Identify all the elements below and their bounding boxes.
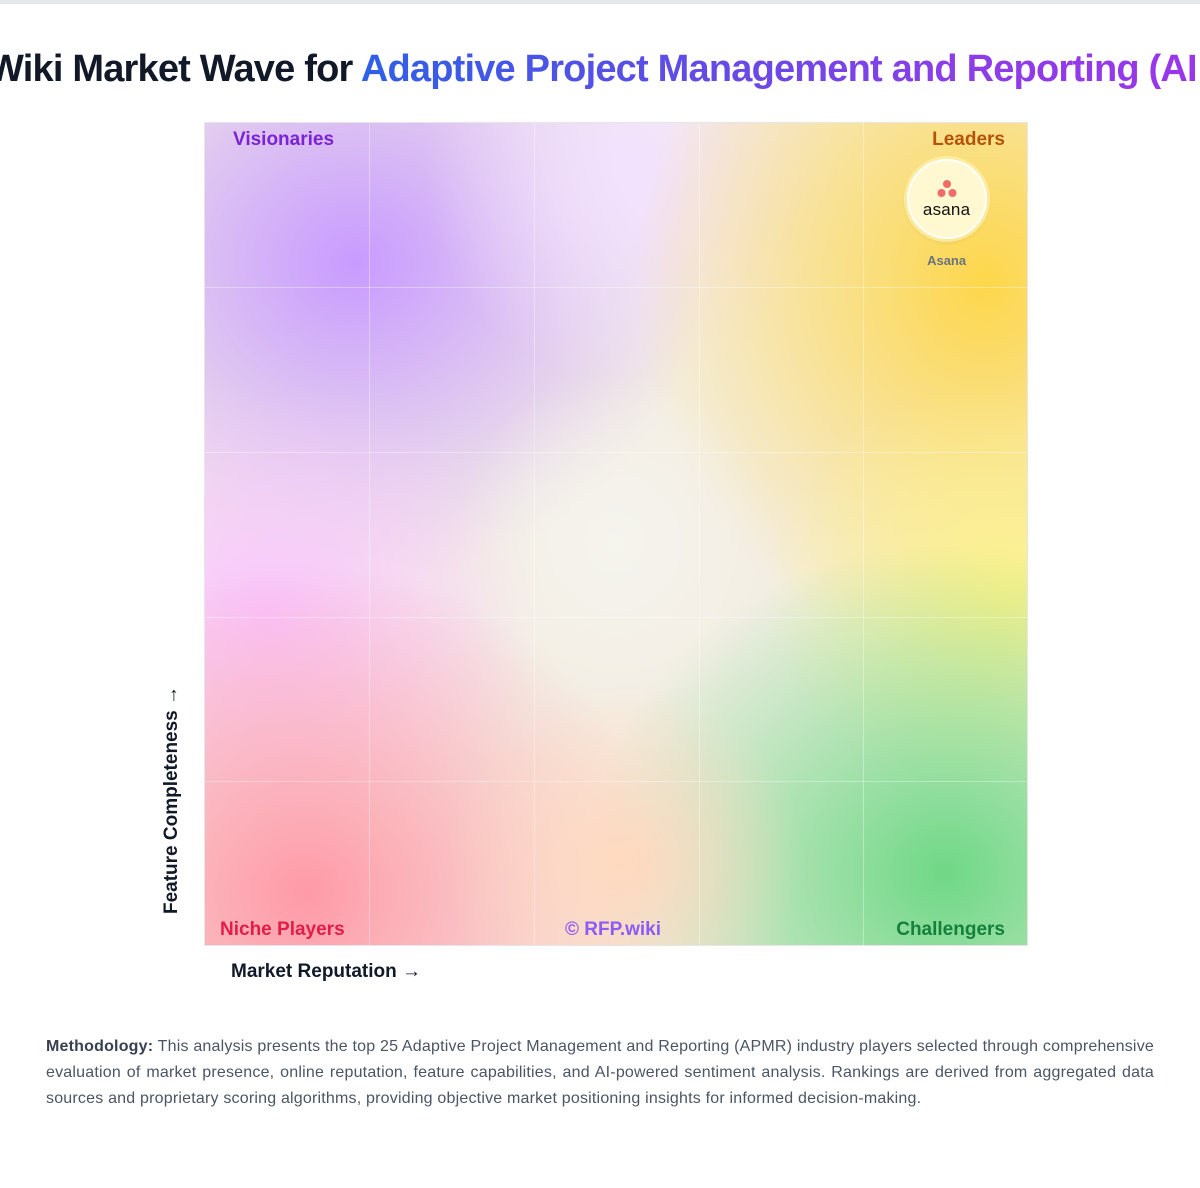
top-divider: [0, 0, 1200, 4]
grid-line: [699, 123, 700, 945]
grid-line: [205, 452, 1027, 453]
asana-wordmark: asana: [922, 199, 971, 219]
bg-center-glow: [455, 373, 775, 713]
grid-line: [205, 781, 1027, 782]
grid-line: [534, 123, 535, 945]
asana-dots-icon: [937, 179, 957, 197]
asana-logo: asana: [906, 159, 987, 240]
grid-line: [205, 287, 1027, 288]
grid-line: [863, 123, 864, 945]
grid-line: [369, 123, 370, 945]
watermark: © RFP.wiki: [565, 919, 662, 940]
methodology-text: Methodology: This analysis presents the …: [46, 1034, 1154, 1112]
quadrant-label-challengers: Challengers: [896, 919, 1005, 940]
quadrant-label-niche-players: Niche Players: [220, 919, 345, 940]
x-axis-label: Market Reputation →: [231, 961, 422, 982]
chart-title: Wiki Market Wave for Adaptive Project Ma…: [0, 48, 1200, 91]
title-highlight: Adaptive Project Management and Reportin…: [360, 48, 1198, 90]
quadrant-plot: Visionaries Leaders Niche Players Challe…: [204, 122, 1028, 946]
quadrant-label-visionaries: Visionaries: [233, 129, 335, 150]
grid-line: [205, 617, 1027, 618]
title-plain: Wiki Market Wave for: [0, 48, 361, 90]
vendor-label: Asana: [927, 253, 967, 269]
methodology-body: This analysis presents the top 25 Adapti…: [46, 1038, 1154, 1107]
quadrant-label-leaders: Leaders: [932, 129, 1005, 150]
methodology-label: Methodology:: [46, 1038, 154, 1055]
y-axis-label: Feature Completeness →: [161, 685, 182, 915]
vendor-point-asana[interactable]: asana Asana: [906, 159, 987, 269]
